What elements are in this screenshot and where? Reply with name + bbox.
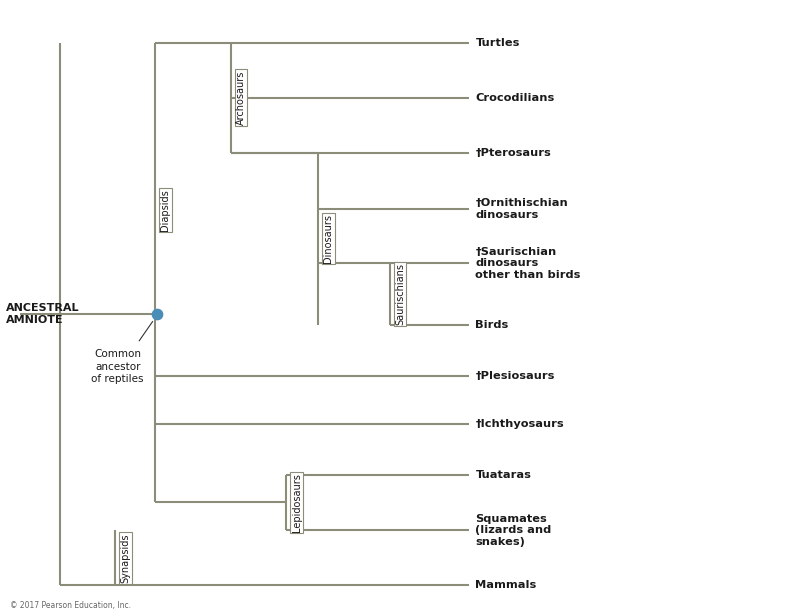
Text: †Saurischian
dinosaurs
other than birds: †Saurischian dinosaurs other than birds	[475, 247, 581, 280]
Text: Synapsids: Synapsids	[121, 533, 130, 582]
Text: Mammals: Mammals	[475, 581, 537, 590]
Point	[150, 309, 163, 319]
Text: Archosaurs: Archosaurs	[236, 71, 246, 125]
Text: †Ornithischian
dinosaurs: †Ornithischian dinosaurs	[475, 198, 568, 220]
Text: Lepidosaurs: Lepidosaurs	[292, 473, 301, 532]
Text: Dinosaurs: Dinosaurs	[324, 214, 333, 263]
Text: †Plesiosaurs: †Plesiosaurs	[475, 371, 555, 381]
Text: Diapsids: Diapsids	[161, 189, 170, 231]
Text: Birds: Birds	[475, 320, 509, 330]
Text: © 2017 Pearson Education, Inc.: © 2017 Pearson Education, Inc.	[10, 601, 130, 610]
Text: Squamates
(lizards and
snakes): Squamates (lizards and snakes)	[475, 514, 552, 547]
Text: ANCESTRAL
AMNIOTE: ANCESTRAL AMNIOTE	[6, 303, 80, 325]
Text: †Pterosaurs: †Pterosaurs	[475, 148, 551, 157]
Text: Common
ancestor
of reptiles: Common ancestor of reptiles	[91, 349, 144, 384]
Text: Saurischians: Saurischians	[395, 263, 405, 325]
Text: †Ichthyosaurs: †Ichthyosaurs	[475, 419, 564, 429]
Text: Turtles: Turtles	[475, 38, 520, 48]
Text: Tuataras: Tuataras	[475, 470, 531, 480]
Text: Crocodilians: Crocodilians	[475, 93, 555, 103]
